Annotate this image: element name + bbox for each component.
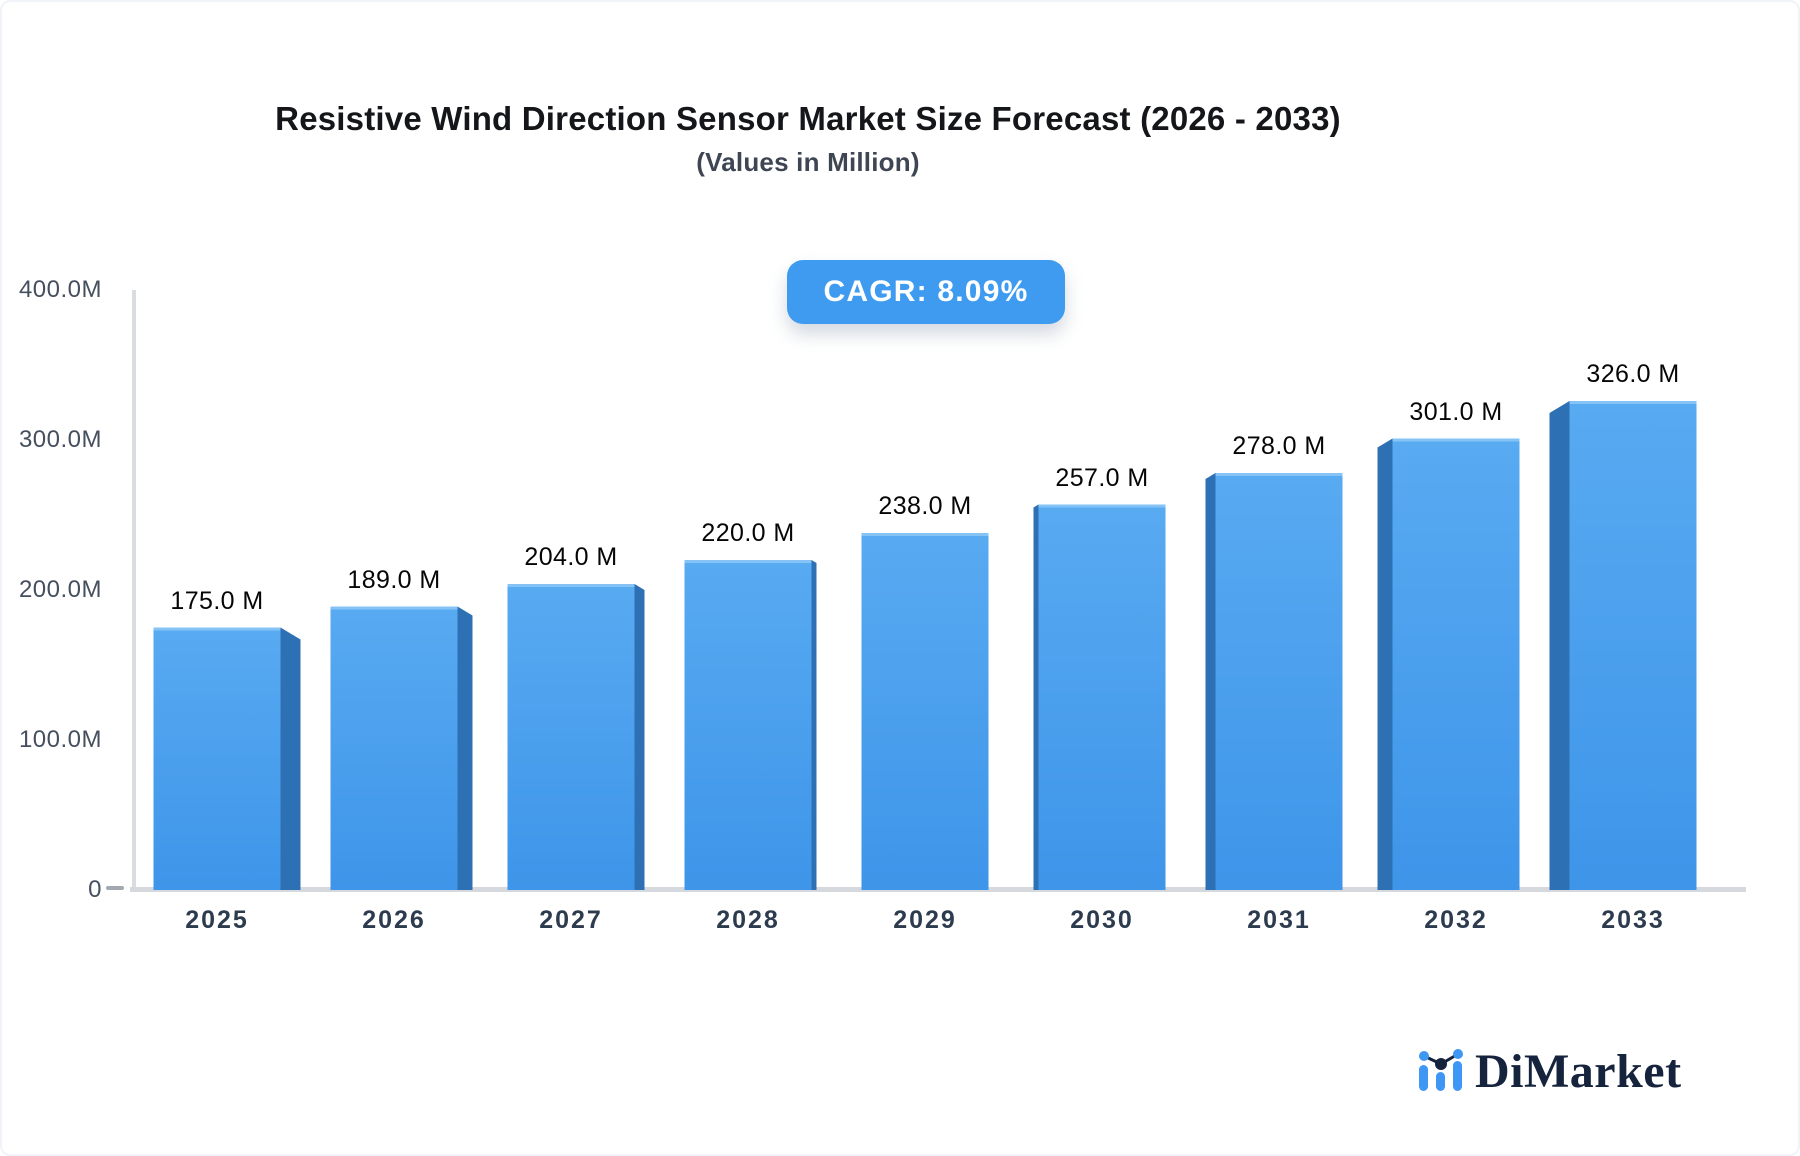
bar-value-label: 301.0 M [1409,397,1503,426]
bar-top-highlight [1215,473,1343,476]
x-axis-label-2032: 2032 [1424,906,1488,934]
x-axis-label-2026: 2026 [362,906,426,934]
brand-name: DiMarket [1475,1044,1682,1098]
bar-2025 [153,627,281,890]
zero-tick-mark [106,886,124,890]
bar-2033 [1569,401,1697,890]
bar-top-highlight [1392,438,1520,442]
x-axis-label-2027: 2027 [539,906,603,934]
bar-top-highlight [684,560,812,563]
bar-side-face [457,606,473,890]
x-axis-label-2030: 2030 [1070,906,1134,934]
cagr-badge: CAGR: 8.09% [787,260,1065,324]
cagr-label: CAGR: 8.09% [823,275,1029,308]
bar-side-face [1549,401,1570,890]
bar-value-label: 238.0 M [878,492,972,520]
bar-2026 [330,606,458,890]
bar-top-highlight [1038,504,1166,508]
bar-top-highlight [330,606,458,610]
brand-logo: DiMarket [1417,1040,1682,1102]
bar-value-label: 326.0 M [1586,360,1680,388]
chart-subtitle: (Values in Million) [696,147,920,177]
bar-side-face [634,584,645,890]
chart-header: Resistive Wind Direction Sensor Market S… [2,98,1614,178]
y-axis-tick-label: 300.0M [18,426,102,453]
bar-side-face [1205,473,1216,890]
y-axis-tick-label: 100.0M [18,726,102,753]
y-axis-tick-label: 400.0M [18,276,102,303]
bar-2029 [861,533,989,890]
bar-top-highlight [153,627,281,631]
y-axis-tick-label: 0 [88,876,102,903]
bar-value-label: 189.0 M [347,565,441,594]
bar-top-highlight [861,533,989,536]
bar-side-face [1033,504,1039,890]
bar-2028 [684,560,812,890]
x-axis-label-2033: 2033 [1601,906,1665,934]
bar-value-label: 204.0 M [524,543,618,571]
bar-top-highlight [1569,401,1697,404]
bar-top-highlight [507,584,635,587]
y-axis-line [132,290,136,890]
x-axis-label-2028: 2028 [716,906,780,934]
chart-title: Resistive Wind Direction Sensor Market S… [275,100,1341,137]
bar-2031 [1215,473,1343,890]
bar-value-label: 278.0 M [1232,432,1326,460]
brand-icon [1419,1049,1463,1091]
bar-2027 [507,584,635,890]
x-axis-label-2025: 2025 [185,906,249,934]
bar-value-label: 220.0 M [701,519,795,547]
bar-value-label: 257.0 M [1055,463,1149,492]
bar-side-face [811,560,817,890]
x-axis-label-2029: 2029 [893,906,957,934]
y-axis-tick-label: 200.0M [18,576,102,603]
x-axis-label-2031: 2031 [1247,906,1311,934]
bar-side-face [1377,438,1393,890]
bar-side-face [280,627,301,890]
bar-2030 [1038,504,1166,890]
bar-value-label: 175.0 M [170,586,264,615]
bar-2032 [1392,438,1520,890]
